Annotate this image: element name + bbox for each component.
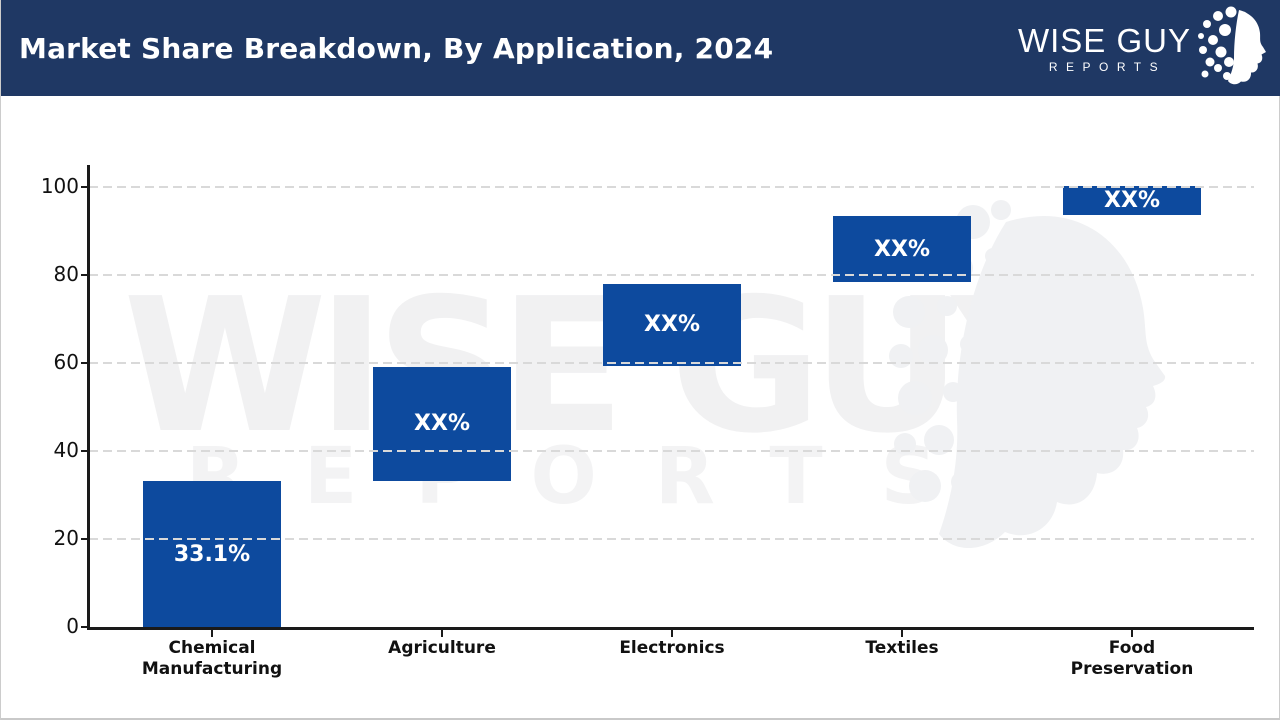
category-label-electronics: Electronics: [619, 638, 725, 658]
x-tick-food-preservation: [1131, 629, 1133, 637]
y-tick-label-60: 60: [53, 350, 79, 374]
gridline-80: [89, 274, 1254, 276]
gridline-100: [89, 186, 1254, 188]
wise-guy-reports-logo: WISE GUY REPORTS: [1018, 6, 1267, 90]
bar-agriculture: XX%: [373, 366, 511, 481]
y-tick-label-100: 100: [40, 174, 79, 198]
bar-value-label-chemical-manufacturing: 33.1%: [173, 541, 251, 567]
logo-subtitle: REPORTS: [1048, 59, 1167, 74]
y-tick-label-40: 40: [53, 438, 79, 462]
bar-value-label-textiles: XX%: [874, 236, 930, 262]
y-tick-40: [81, 450, 89, 452]
gridline-20: [89, 538, 1254, 540]
category-label-chemical-manufacturing: Chemical Manufacturing: [141, 638, 283, 679]
y-tick-100: [81, 186, 89, 188]
gridline-60: [89, 362, 1254, 364]
logo-face-icon: [1193, 6, 1267, 90]
y-tick-label-0: 0: [66, 614, 79, 638]
category-label-textiles: Textiles: [865, 638, 939, 658]
category-label-agriculture: Agriculture: [388, 638, 496, 658]
logo-wordmark: WISE GUY: [1017, 21, 1191, 59]
bar-value-label-electronics: XX%: [644, 312, 700, 338]
bar-electronics: XX%: [603, 283, 741, 367]
bar-chemical-manufacturing: 33.1%: [143, 481, 281, 627]
header-bar: Market Share Breakdown, By Application, …: [1, 0, 1280, 96]
logo-text: WISE GUY REPORTS: [1018, 24, 1191, 73]
bottom-border: [1, 718, 1280, 720]
waterfall-chart: 0 20 40 60 80 100 33.1% Chemical Manufacturing X…: [1, 96, 1280, 720]
x-axis-line: [87, 627, 1254, 630]
y-tick-80: [81, 274, 89, 276]
y-tick-label-20: 20: [53, 526, 79, 550]
x-tick-textiles: [901, 629, 903, 637]
watermark-subtitle: REPORTS: [186, 432, 995, 522]
x-tick-agriculture: [441, 629, 443, 637]
x-tick-chemical-manufacturing: [211, 629, 213, 637]
y-tick-60: [81, 362, 89, 364]
bar-textiles: XX%: [833, 216, 971, 283]
page-title: Market Share Breakdown, By Application, …: [19, 31, 774, 65]
category-label-food-preservation: Food Preservation: [1070, 638, 1194, 679]
y-tick-0: [81, 626, 89, 628]
y-tick-label-80: 80: [53, 262, 79, 286]
y-tick-20: [81, 538, 89, 540]
gridline-40: [89, 450, 1254, 452]
bar-value-label-agriculture: XX%: [414, 411, 470, 437]
x-tick-electronics: [671, 629, 673, 637]
bar-food-preservation: XX%: [1063, 186, 1201, 216]
bar-value-label-food-preservation: XX%: [1104, 188, 1160, 214]
y-axis-line: [87, 165, 90, 629]
